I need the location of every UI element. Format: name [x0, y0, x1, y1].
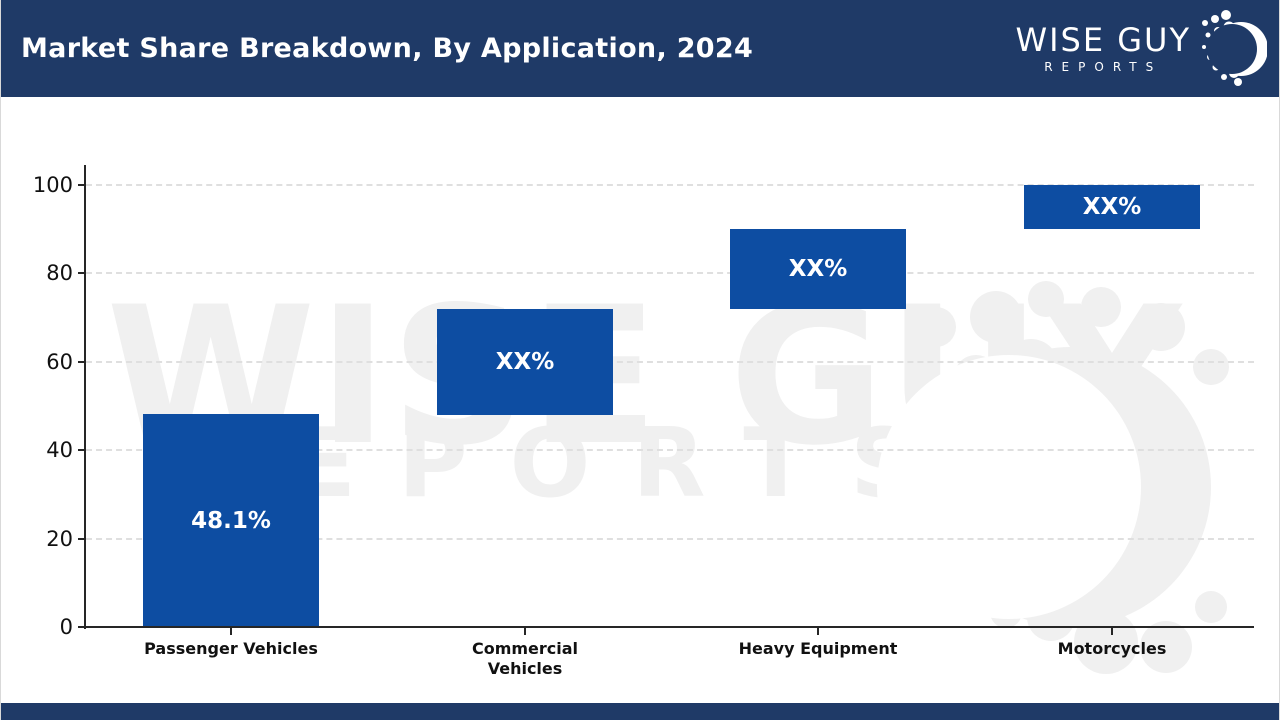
- chart-area: WISE GUY REPORTS 0 20 40 60 80 100 48.1% XX% XX%…: [1, 97, 1279, 703]
- x-tick-label-heavy-equipment: Heavy Equipment: [738, 639, 898, 658]
- bar-commercial-vehicles: XX%: [437, 309, 613, 415]
- y-tick-label-60: 60: [46, 350, 73, 374]
- bar-value-label-commercial-vehicles: XX%: [495, 349, 555, 375]
- gridline-40: [86, 449, 1254, 451]
- footer-banner: [1, 703, 1279, 720]
- y-tick-label-80: 80: [46, 261, 73, 285]
- x-tick-heavy-equipment: [817, 627, 819, 635]
- x-tick-passenger-vehicles: [230, 627, 232, 635]
- chart-title: Market Share Breakdown, By Application, …: [21, 33, 754, 64]
- y-tick-label-40: 40: [46, 438, 73, 462]
- y-tick-60: [78, 361, 86, 363]
- bar-value-label-heavy-equipment: XX%: [788, 256, 848, 282]
- header-banner: Market Share Breakdown, By Application, …: [1, 0, 1279, 97]
- y-tick-80: [78, 272, 86, 274]
- gridline-20: [86, 538, 1254, 540]
- gridline-100: [86, 184, 1254, 186]
- y-tick-label-20: 20: [46, 527, 73, 551]
- x-axis-line: [84, 626, 1254, 628]
- y-tick-label-100: 100: [32, 173, 73, 197]
- y-tick-40: [78, 449, 86, 451]
- y-tick-label-0: 0: [59, 615, 73, 639]
- bar-motorcycles: XX%: [1024, 185, 1200, 229]
- wise-guy-reports-logo: WISE GUY REPORTS: [1015, 7, 1267, 91]
- x-tick-commercial-vehicles: [524, 627, 526, 635]
- gridline-60: [86, 361, 1254, 363]
- logo-dotted-head-icon: [1202, 9, 1267, 86]
- gridline-80: [86, 272, 1254, 274]
- logo-subtext: REPORTS: [1044, 59, 1163, 74]
- x-tick-label-motorcycles: Motorcycles: [1057, 639, 1167, 658]
- x-tick-label-passenger-vehicles: Passenger Vehicles: [144, 639, 318, 658]
- y-axis-line: [84, 165, 86, 629]
- bar-value-label-motorcycles: XX%: [1082, 194, 1142, 220]
- y-tick-100: [78, 184, 86, 186]
- bar-heavy-equipment: XX%: [730, 229, 906, 309]
- y-tick-0: [78, 626, 86, 628]
- x-tick-motorcycles: [1111, 627, 1113, 635]
- watermark-dotted-head-icon: [877, 281, 1229, 674]
- bar-passenger-vehicles: 48.1%: [143, 414, 319, 627]
- logo-wordmark: WISE GUY: [1015, 20, 1191, 59]
- y-tick-20: [78, 538, 86, 540]
- logo-text: WISE GUY REPORTS: [1015, 24, 1191, 74]
- bar-value-label-passenger-vehicles: 48.1%: [191, 507, 271, 534]
- x-tick-label-commercial-vehicles: Commercial Vehicles: [471, 639, 579, 678]
